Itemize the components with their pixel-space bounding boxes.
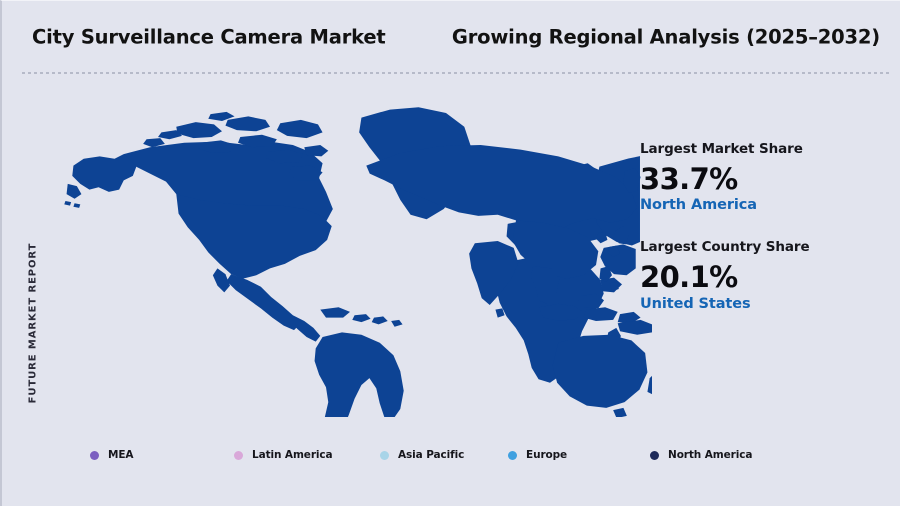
- legend-dot-icon-latin-america: [234, 450, 243, 460]
- world-map-svg: [64, 107, 636, 417]
- stat-label-country-share: Largest Country Share: [640, 239, 810, 256]
- header-subtitle: Growing Regional Analysis (2025–2032): [451, 25, 880, 49]
- header: City Surveillance Camera Market Growing …: [2, 1, 900, 74]
- stat-region-market-share: North America: [640, 197, 757, 214]
- stat-value-country-share: 20.1%: [640, 260, 738, 295]
- legend-label-europe: Europe: [526, 449, 568, 461]
- legend-label-asia-pacific: Asia Pacific: [398, 449, 465, 461]
- stat-region-country-share: United States: [640, 295, 751, 312]
- legend-label-latin-america: Latin America: [252, 449, 333, 461]
- brand-vertical-label: FUTURE MARKET REPORT: [27, 242, 39, 404]
- legend-label-north-america: North America: [668, 449, 753, 461]
- legend-item-asia-pacific: Asia Pacific: [380, 449, 464, 461]
- legend-item-latin-america: Latin America: [234, 449, 333, 461]
- stat-value-market-share: 33.7%: [640, 162, 738, 196]
- stat-block-country-share: Largest Country Share 20.1% United State…: [640, 239, 890, 311]
- legend-label-mea: MEA: [108, 449, 134, 461]
- map-landmasses: [64, 107, 636, 417]
- page-title: City Surveillance Camera Market: [32, 25, 386, 49]
- legend-dot-icon-asia-pacific: [380, 450, 389, 460]
- map-legend: MEA Latin America Asia Pacific Europe No…: [90, 449, 790, 469]
- legend-item-europe: Europe: [508, 449, 567, 461]
- header-divider: [22, 72, 892, 74]
- stats-panel: Largest Market Share 33.7% North America…: [640, 141, 890, 338]
- legend-dot-icon-north-america: [650, 450, 659, 460]
- legend-item-north-america: North America: [650, 449, 752, 461]
- legend-dot-icon-mea: [90, 450, 99, 460]
- legend-dot-icon-europe: [508, 450, 517, 460]
- stat-label-market-share: Largest Market Share: [640, 141, 803, 157]
- world-map: [60, 97, 640, 417]
- legend-item-mea: MEA: [90, 449, 134, 461]
- stat-block-market-share: Largest Market Share 33.7% North America: [640, 141, 890, 213]
